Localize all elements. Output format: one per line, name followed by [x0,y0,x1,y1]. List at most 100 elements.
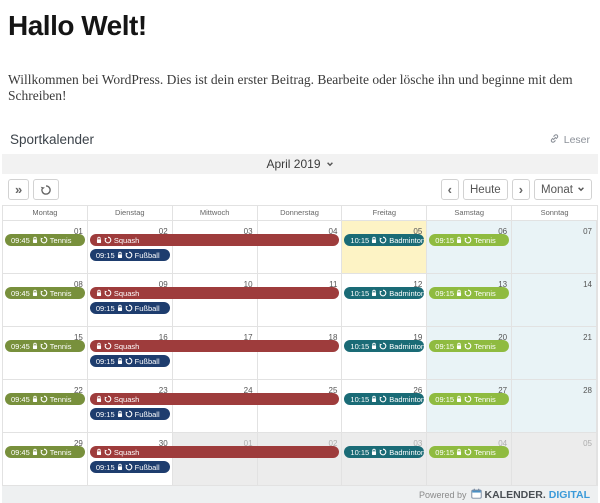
week-row: 08 09 10 11 12 13 14 09:45 Tennis Squash 09:15 Fußb… [3,273,597,326]
view-dropdown[interactable]: Monat [534,179,592,200]
event-pill[interactable]: Squash [89,393,340,405]
day-cell[interactable]: 16 [87,327,173,379]
day-cell[interactable]: 28 [512,380,597,432]
day-cell[interactable]: 11 [257,274,343,326]
event-label: Fußball [134,303,160,313]
calendar-grid: 01 02 03 04 05 06 07 09:45 Tennis Squash 09:15 Fußb… [2,220,598,486]
day-cell[interactable]: 01 [172,433,258,485]
event-pill[interactable]: 09:15 Fußball [89,408,170,420]
reader-link[interactable]: Leser [549,133,590,147]
repeat-icon [379,342,387,350]
day-header: Montag [3,206,88,220]
expand-button[interactable]: » [8,179,30,200]
day-cell[interactable]: 18 [257,327,343,379]
event-pill[interactable]: Squash [89,234,340,246]
day-cell[interactable]: 25 [257,380,343,432]
brand-accent: DIGITAL [548,488,590,501]
event-pill[interactable]: 09:15 Tennis [429,340,510,352]
brand-link[interactable]: KALENDER. DIGITAL [470,488,590,502]
repeat-icon [464,448,472,456]
prev-button[interactable]: ‹ [440,179,459,200]
day-cell[interactable]: 19 [342,327,428,379]
event-pill[interactable]: 09:15 Tennis [429,393,510,405]
refresh-button[interactable] [33,179,60,200]
day-cell[interactable]: 24 [172,380,258,432]
week-row: 15 16 17 18 19 20 21 09:45 Tennis Squash 09:15 Fußb… [3,326,597,379]
day-cell[interactable]: 15 [3,327,88,379]
day-cell[interactable]: 27 [427,380,513,432]
day-cell[interactable]: 29 [3,433,88,485]
event-pill[interactable]: 10:15 Badminton [344,340,425,352]
event-pill[interactable]: 09:15 Tennis [429,446,510,458]
day-cell[interactable]: 04 [427,433,513,485]
day-cell[interactable]: 14 [512,274,597,326]
day-cell[interactable]: 03 [172,221,258,273]
event-pill[interactable]: 10:15 Badminton [344,287,425,299]
week-row: 29 30 01 02 03 04 05 09:45 Tennis Squash 09:15 Fußb… [3,432,597,485]
day-cell[interactable]: 02 [257,433,343,485]
event-label: Tennis [49,447,72,457]
day-cell[interactable]: 21 [512,327,597,379]
day-cell[interactable]: 04 [257,221,343,273]
day-cell[interactable]: 10 [172,274,258,326]
event-pill[interactable]: Squash [89,287,340,299]
lock-icon [117,463,122,470]
day-cell[interactable]: 09 [87,274,173,326]
day-cell[interactable]: 12 [342,274,428,326]
date-number: 17 [243,333,253,342]
event-pill[interactable]: 09:15 Fußball [89,249,170,261]
event-pill[interactable]: 09:15 Tennis [429,234,510,246]
date-number: 03 [243,227,253,236]
day-cell[interactable]: 06 [427,221,513,273]
month-selector[interactable]: April 2019 [2,154,598,174]
date-number: 08 [73,280,83,289]
event-pill[interactable]: 10:15 Badminton [344,234,425,246]
day-cell[interactable]: 26 [342,380,428,432]
event-label: Badminton [389,288,425,298]
event-pill[interactable]: 09:15 Fußball [89,302,170,314]
day-cell[interactable]: 02 [87,221,173,273]
day-cell[interactable]: 13 [427,274,513,326]
day-cell[interactable]: 22 [3,380,88,432]
event-pill[interactable]: 10:15 Badminton [344,393,425,405]
event-pill[interactable]: 09:15 Tennis [429,287,510,299]
event-pill[interactable]: 09:45 Tennis [5,446,85,458]
repeat-icon [40,448,48,456]
event-pill[interactable]: 09:15 Fußball [89,461,170,473]
event-pill[interactable]: 09:45 Tennis [5,234,85,246]
event-pill[interactable]: Squash [89,446,340,458]
event-pill[interactable]: 10:15 Badminton [344,446,425,458]
brand-main: KALENDER. [484,488,546,501]
event-time: 10:15 [350,394,370,404]
date-number: 14 [583,280,592,289]
day-cell[interactable]: 23 [87,380,173,432]
date-number: 20 [498,333,508,342]
date-number: 01 [73,227,83,236]
date-number: 07 [583,227,592,236]
day-cell[interactable]: 17 [172,327,258,379]
day-cell[interactable]: 08 [3,274,88,326]
lock-icon [372,236,377,243]
event-pill[interactable]: 09:45 Tennis [5,287,85,299]
event-label: Tennis [474,394,496,404]
day-cell[interactable]: 03 [342,433,428,485]
next-button[interactable]: › [511,179,531,200]
event-pill[interactable]: 09:45 Tennis [5,340,85,352]
today-button[interactable]: Heute [463,179,508,200]
day-cell[interactable]: 07 [512,221,597,273]
event-pill[interactable]: Squash [89,340,340,352]
day-cell[interactable]: 05 [512,433,597,485]
toolbar-right: ‹ Heute › Monat [440,179,592,200]
day-cell[interactable]: 20 [427,327,513,379]
event-pill[interactable]: 09:15 Fußball [89,355,170,367]
page: Hallo Welt! Willkommen bei WordPress. Di… [0,10,600,503]
event-pill[interactable]: 09:45 Tennis [5,393,85,405]
repeat-icon [104,395,112,403]
event-label: Fußball [134,462,160,472]
date-number: 05 [413,227,423,236]
day-cell[interactable]: 01 [3,221,88,273]
intro-text: Willkommen bei WordPress. Dies ist dein … [8,72,573,103]
date-number: 09 [158,280,168,289]
day-cell[interactable]: 30 [87,433,173,485]
day-cell[interactable]: 05 [342,221,428,273]
